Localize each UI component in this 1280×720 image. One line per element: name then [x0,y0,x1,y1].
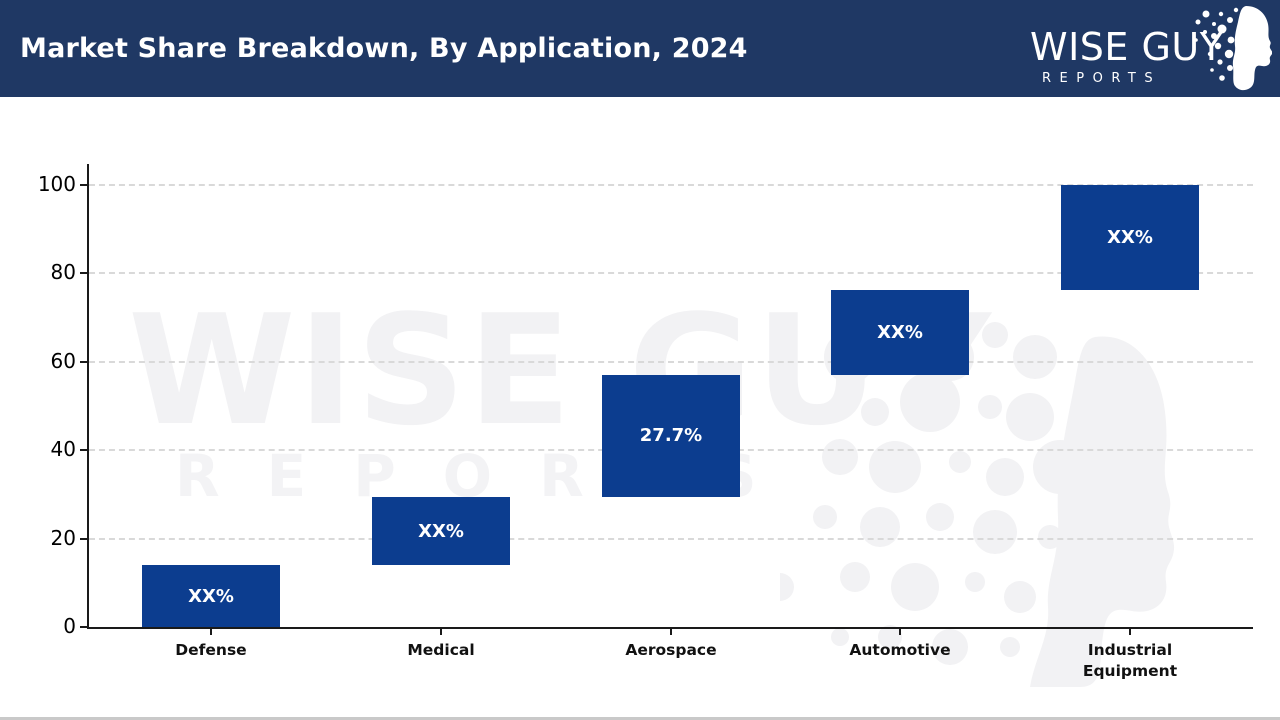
x-tick-label: Aerospace [625,641,717,659]
y-tick-mark [80,537,87,540]
x-tick-label: Medical [407,641,475,659]
y-tick-mark [80,360,87,363]
x-tick-label: Automotive [849,641,951,659]
wiseguy-logo: WISE GUY REPORTS [1022,2,1273,95]
y-tick-label: 80 [50,260,76,285]
y-tick-label: 100 [37,172,76,196]
bottom-border [0,717,1280,720]
chart-area: WISE GUY REPORTS [0,97,1280,718]
x-tick-mark [899,629,901,635]
x-tick-label: Defense [175,641,247,659]
y-tick-label: 60 [50,348,76,373]
bar: XX% [142,565,280,627]
bar-label: XX% [1107,227,1153,249]
gridline [89,184,1253,186]
x-tick-mark [440,629,442,635]
x-tick-mark [1129,629,1131,635]
bar-label: XX% [418,520,464,542]
y-tick-mark [80,626,87,628]
y-tick-label: 20 [50,525,76,550]
y-tick-mark [80,184,87,186]
gridline [89,360,1253,363]
x-axis-line [87,627,1253,629]
gridline [89,537,1253,540]
x-tick-mark [210,629,212,635]
y-axis-line [87,164,89,627]
logo-wordmark: WISE GUY [1030,25,1224,69]
x-tick-mark [670,629,672,635]
x-tick-label: Industrial Equipment [1082,641,1178,680]
header-bar: Market Share Breakdown, By Application, … [0,0,1280,97]
bar: XX% [831,290,969,375]
gridline [89,272,1253,275]
wiseguy-logo-icon: WISE GUY REPORTS [1030,6,1273,91]
y-tick-label: 40 [50,437,76,462]
logo-face-icon [1194,6,1273,91]
page-title: Market Share Breakdown, By Application, … [20,33,748,64]
bar: XX% [372,497,510,566]
bar-label: XX% [188,585,234,607]
y-tick-mark [80,272,87,275]
bar: XX% [1061,185,1199,291]
bar-label: XX% [877,321,923,343]
bar-label: 27.7% [639,425,703,447]
y-tick-label: 0 [63,614,76,638]
bar: 27.7% [602,374,740,498]
logo-subtext: REPORTS [1042,71,1161,86]
y-tick-mark [80,449,87,452]
